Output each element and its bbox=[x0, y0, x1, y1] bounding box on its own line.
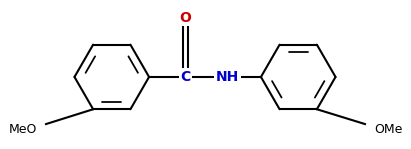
Text: OMe: OMe bbox=[374, 124, 402, 136]
Text: MeO: MeO bbox=[9, 124, 37, 136]
Text: NH: NH bbox=[216, 70, 239, 84]
Text: O: O bbox=[180, 11, 191, 25]
Text: C: C bbox=[180, 70, 191, 84]
